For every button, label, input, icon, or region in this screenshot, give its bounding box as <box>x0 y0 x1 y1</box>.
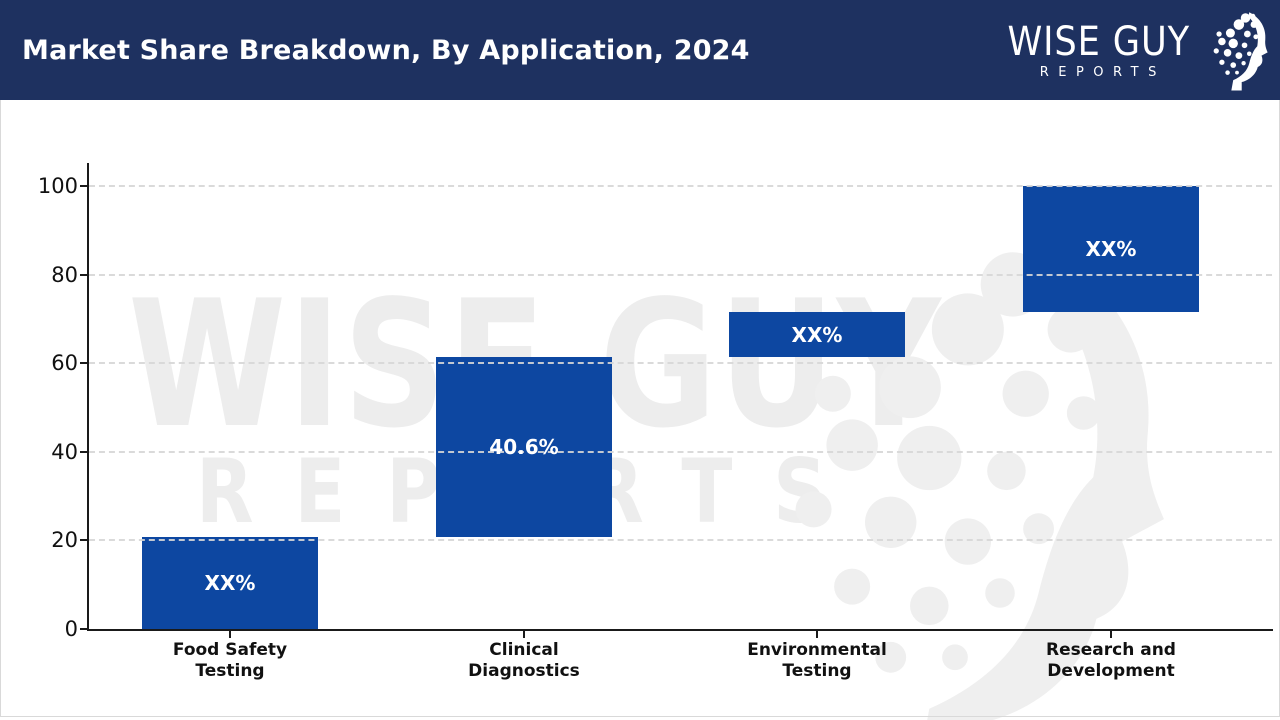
category-label-line: Testing <box>782 661 852 681</box>
bar-value-label: XX% <box>204 571 256 596</box>
logo-wise-guy-text: WISE GUY <box>1007 18 1190 65</box>
x-axis-line <box>87 629 1273 631</box>
logo-reports-text: REPORTS <box>1039 64 1166 80</box>
header: Market Share Breakdown, By Application, … <box>0 0 1280 100</box>
y-axis-tick <box>80 628 87 630</box>
y-axis-tick <box>80 539 87 542</box>
y-axis-tick <box>80 185 87 187</box>
y-axis-tick-label: 60 <box>51 351 78 376</box>
category-label-line: Testing <box>195 661 265 681</box>
bar-value-label: 40.6% <box>489 435 559 460</box>
y-axis-tick <box>80 450 87 453</box>
watermark-dotted-head <box>795 245 1164 720</box>
category-label-line: Diagnostics <box>468 661 580 681</box>
bar-value-label: XX% <box>791 322 843 347</box>
y-axis-tick-label: 40 <box>51 439 78 464</box>
category-label-line: Food Safety <box>172 640 288 660</box>
y-axis-tick-label: 20 <box>51 528 78 553</box>
x-axis-tick <box>523 631 525 638</box>
waterfall-bar-segment <box>729 312 905 358</box>
wise-guy-reports-logo: WISE GUY REPORTS <box>995 7 1280 93</box>
gridline <box>89 362 1272 365</box>
x-axis-tick <box>1110 631 1112 638</box>
gridline <box>89 185 1272 187</box>
y-axis-tick-label: 80 <box>51 262 78 287</box>
x-axis-category-label: Research and Development <box>1001 640 1221 682</box>
gridline <box>89 539 1272 542</box>
category-label-line: Development <box>1047 661 1175 681</box>
y-axis-tick-label: 100 <box>37 174 78 198</box>
y-axis-tick-label: 0 <box>64 617 78 641</box>
gridline <box>89 450 1272 453</box>
page-title: Market Share Breakdown, By Application, … <box>22 34 750 66</box>
waterfall-bar-segment <box>436 357 612 538</box>
x-axis-category-label: Environmental Testing <box>707 640 927 682</box>
category-label-line: Research and <box>1046 640 1176 660</box>
waterfall-bar-segment <box>142 537 318 629</box>
y-axis-line <box>87 163 89 631</box>
logo-wordmark: WISE GUY REPORTS <box>995 22 1202 79</box>
gridline <box>89 273 1272 276</box>
x-axis-category-label: Food Safety Testing <box>120 640 340 682</box>
x-axis-tick <box>229 631 231 638</box>
x-axis-category-label: Clinical Diagnostics <box>414 640 634 682</box>
x-axis-tick <box>816 631 818 638</box>
bar-value-label: XX% <box>1085 237 1137 262</box>
category-label-line: Clinical <box>489 640 559 660</box>
waterfall-bar-segment <box>1023 186 1199 313</box>
y-axis-tick <box>80 273 87 276</box>
dotted-head-icon <box>1213 12 1268 91</box>
y-axis-tick <box>80 362 87 365</box>
category-label-line: Environmental <box>747 640 887 660</box>
